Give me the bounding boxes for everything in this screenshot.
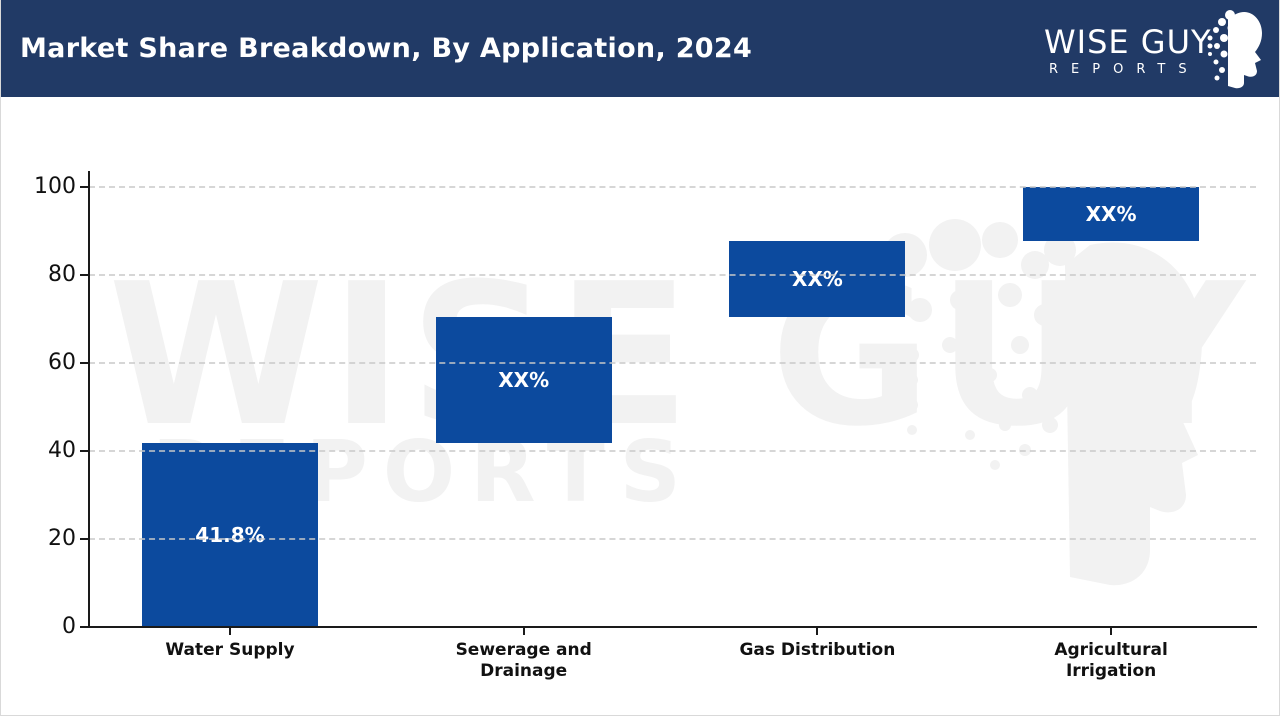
bar-value-label-agricultural-irrigation: XX% (1085, 202, 1137, 227)
x-tick-label-water-supply: Water Supply (165, 640, 295, 660)
y-tick-mark-20 (80, 538, 88, 540)
x-tick-label-gas-distribution: Gas Distribution (739, 640, 896, 660)
y-tick-mark-40 (80, 450, 88, 452)
bar-agricultural-irrigation: XX% (1023, 187, 1200, 242)
header-band: Market Share Breakdown, By Application, … (0, 0, 1280, 97)
y-tick-label-100: 100 (34, 174, 76, 199)
x-axis-line (88, 626, 1257, 628)
bar-sewerage-and-drainage: XX% (435, 316, 612, 444)
bar-value-label-sewerage-and-drainage: XX% (498, 367, 550, 392)
x-tick-mark-agricultural-irrigation (1110, 628, 1113, 635)
y-tick-label-40: 40 (48, 438, 76, 463)
y-tick-label-20: 20 (48, 526, 76, 551)
logo-sub-wordmark: REPORTS (1049, 62, 1200, 77)
x-tick-mark-water-supply (229, 628, 231, 635)
gridline-40 (89, 450, 1256, 452)
chart-title: Market Share Breakdown, By Application, … (20, 33, 753, 64)
watermark-head-dots-graphic (883, 219, 1203, 586)
x-tick-mark-sewerage-and-drainage (522, 628, 525, 635)
y-tick-mark-60 (80, 362, 88, 364)
y-tick-label-80: 80 (48, 262, 76, 287)
y-tick-label-0: 0 (62, 614, 76, 639)
bar-value-label-gas-distribution: XX% (791, 266, 843, 291)
gridline-100 (89, 186, 1256, 188)
x-tick-label-sewerage-and-drainage: Sewerage and Drainage (455, 640, 592, 681)
y-tick-mark-0 (80, 626, 88, 628)
y-tick-label-60: 60 (48, 350, 76, 375)
x-tick-mark-gas-distribution (816, 628, 819, 635)
bar-water-supply: 41.8% (142, 443, 318, 627)
y-tick-mark-100 (80, 186, 88, 188)
gridline-20 (89, 538, 1256, 540)
gridline-60 (89, 362, 1256, 364)
y-axis-line (88, 171, 90, 628)
x-tick-label-agricultural-irrigation: Agricultural Irrigation (1054, 640, 1168, 681)
y-tick-mark-80 (80, 274, 88, 276)
bar-value-label-water-supply: 41.8% (195, 523, 265, 548)
logo-wordmark: WISE GUY (1044, 23, 1212, 61)
logo-head-icon (1207, 10, 1262, 89)
gridline-80 (89, 274, 1256, 276)
bar-gas-distribution: XX% (729, 241, 906, 317)
